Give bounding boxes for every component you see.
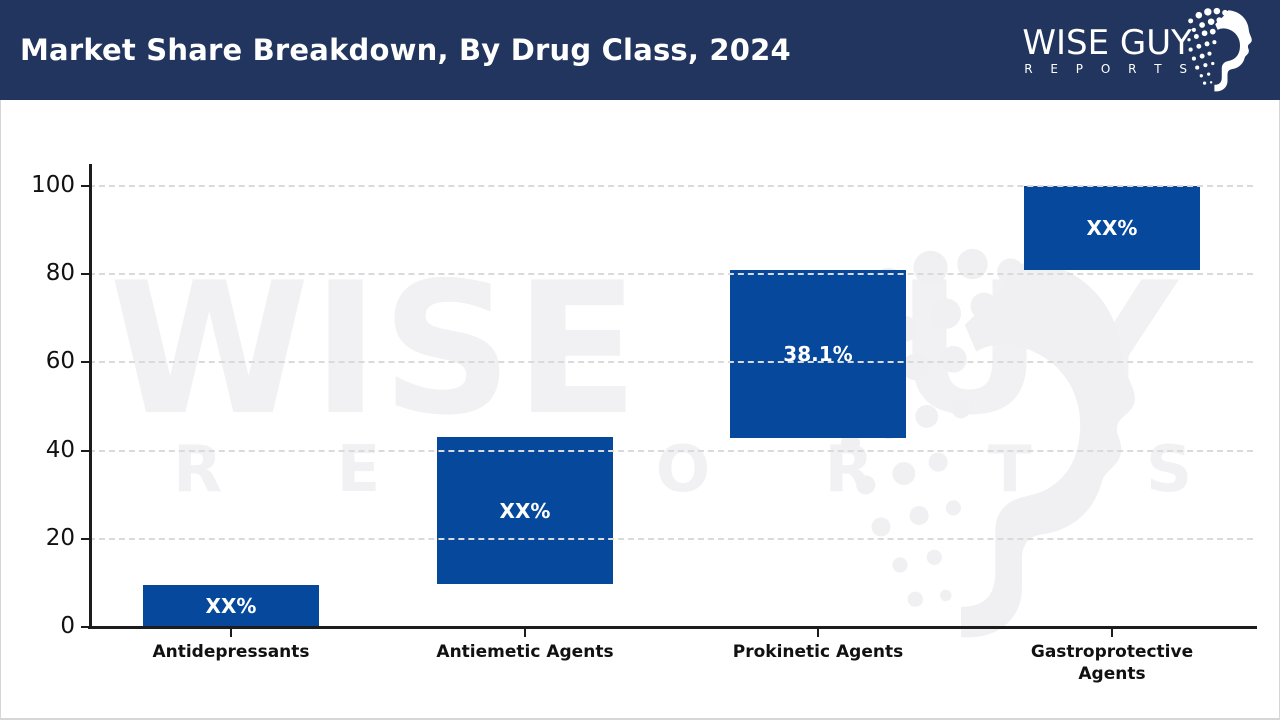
bar-value-label: XX%	[1086, 215, 1138, 240]
page-title: Market Share Breakdown, By Drug Class, 2…	[20, 33, 791, 67]
y-axis-tick-label: 80	[45, 260, 75, 287]
bar-value-label: XX%	[205, 594, 257, 619]
chart-area: WISE GUY R E P O R T S 0 20 40 60 80 100 XX% An…	[0, 100, 1280, 720]
logo-wordmark: WISE GUY	[1022, 22, 1192, 63]
bar-segment: XX%	[437, 437, 613, 585]
x-axis-spine	[88, 626, 1257, 629]
wiseguy-head-icon	[1187, 7, 1252, 92]
bar-segment: XX%	[1024, 186, 1200, 270]
y-tick-mark	[81, 185, 89, 187]
y-gridline	[89, 185, 1253, 187]
watermark-wordmark: WISE GUY	[109, 243, 1180, 455]
y-gridline	[89, 537, 1253, 540]
x-tick-mark	[230, 629, 232, 637]
wiseguy-logo: WISE GUY R E P O R T S	[1020, 6, 1266, 94]
x-tick-mark	[1111, 629, 1113, 637]
y-axis-tick-label: 0	[60, 613, 75, 639]
bar-segment: XX%	[143, 585, 319, 627]
y-gridline	[89, 273, 1253, 276]
y-axis-tick-label: 20	[45, 524, 75, 551]
bar-value-label: XX%	[499, 498, 551, 523]
header: Market Share Breakdown, By Drug Class, 2…	[0, 0, 1280, 100]
x-axis-category-label: Antiemetic Agents	[436, 642, 614, 662]
y-tick-mark	[81, 273, 89, 276]
y-gridline	[89, 361, 1253, 364]
x-axis-category-label: Prokinetic Agents	[732, 642, 904, 662]
y-axis-tick-label: 100	[31, 172, 75, 198]
y-gridline	[89, 449, 1253, 452]
y-axis-spine	[89, 164, 92, 629]
y-tick-mark	[81, 537, 89, 540]
y-tick-mark	[81, 626, 89, 628]
x-axis-category-label: Gastroprotective Agents	[1030, 642, 1194, 685]
y-tick-mark	[81, 449, 89, 452]
logo-subtitle: R E P O R T S	[1024, 61, 1194, 76]
x-tick-mark	[817, 629, 819, 637]
bar-segment: 38.1%	[730, 269, 906, 438]
y-tick-mark	[81, 361, 89, 364]
y-axis-tick-label: 60	[45, 348, 75, 375]
logo-text: WISE GUY R E P O R T S	[1020, 26, 1194, 75]
x-tick-mark	[524, 629, 526, 637]
y-axis-tick-label: 40	[45, 436, 75, 463]
x-axis-category-label: Antidepressants	[152, 642, 310, 662]
watermark-subtitle: R E P O R T S	[173, 433, 1239, 507]
